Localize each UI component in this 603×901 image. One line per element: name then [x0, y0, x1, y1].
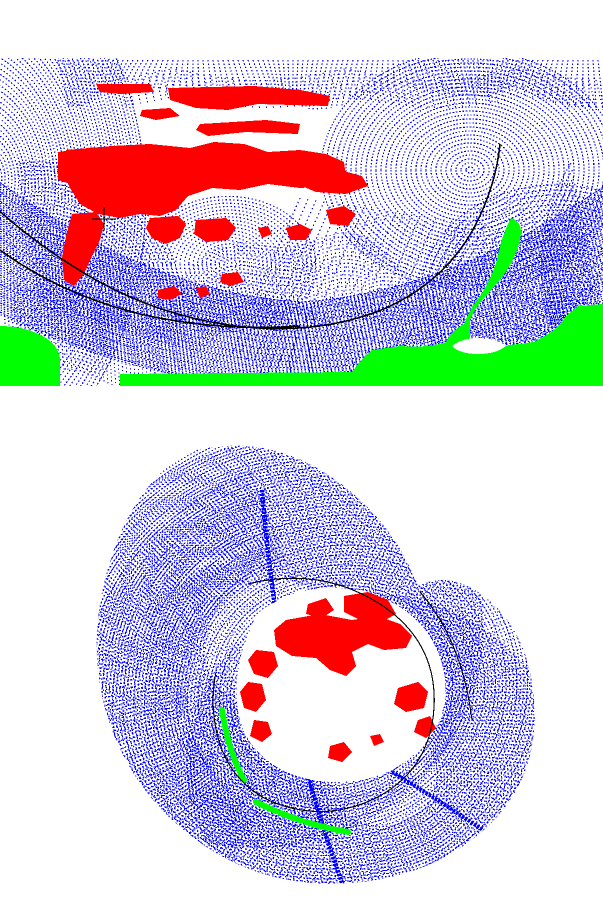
- region-arc-green: [219, 707, 351, 835]
- land-fill-red: [240, 592, 436, 762]
- cylindrical-map-svg: [0, 58, 603, 386]
- cylindrical-map-panel[interactable]: [0, 58, 603, 386]
- region-fill-green: [0, 218, 603, 386]
- crosshair-marker[interactable]: [92, 207, 116, 231]
- boundary-curve-black: [212, 577, 473, 813]
- land-fill-red: [58, 84, 368, 300]
- orthographic-globe-svg: [0, 420, 603, 901]
- orthographic-globe-panel[interactable]: [0, 420, 603, 901]
- boundary-curve-black: [0, 143, 501, 330]
